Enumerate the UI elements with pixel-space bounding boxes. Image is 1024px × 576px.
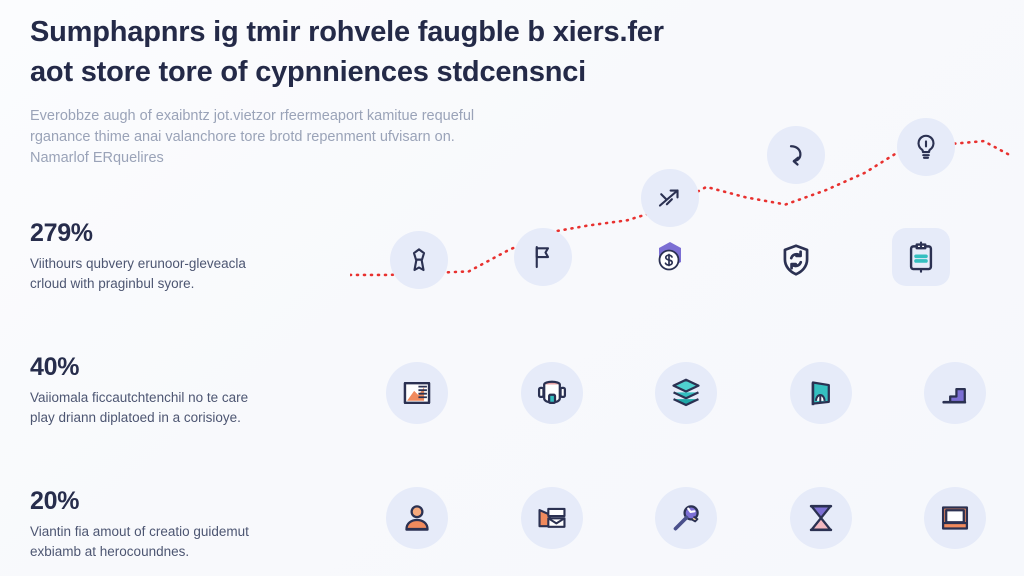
clipboard-list-icon[interactable] <box>892 228 950 286</box>
user-avatar-icon[interactable] <box>386 487 448 549</box>
shield-refresh-icon-glyph <box>783 244 809 276</box>
robot-assistant-icon-glyph <box>537 380 566 405</box>
flag-chart-icon-glyph <box>811 381 830 406</box>
dollar-badge-icon[interactable] <box>641 231 699 289</box>
hourglass-icon[interactable] <box>789 487 852 549</box>
refresh-arrow-icon-glyph <box>789 145 802 166</box>
clipboard-list-icon-glyph <box>909 241 933 273</box>
flag-marker-icon[interactable] <box>514 228 572 286</box>
wrench-tool-icon[interactable] <box>655 487 717 549</box>
stat-description-line1: Viithours qubvery erunoor-gleveacla <box>30 256 246 271</box>
stat-description-line2: crloud with praginbul syore. <box>30 276 195 291</box>
wrench-tool-icon-glyph <box>673 505 699 531</box>
stats-column: 279% Viithours qubvery erunoor-gleveacla… <box>30 218 330 562</box>
stat-value: 20% <box>30 487 80 515</box>
page-title-line2: aot store tore of cypnniences stdcensnci <box>30 56 587 88</box>
hourglass-icon-glyph <box>809 504 832 532</box>
stat-description-line1: Vaiiomala ficcautchtenchil no te care <box>30 390 249 405</box>
user-avatar-icon-glyph <box>405 505 429 531</box>
header-block: Sumphapnrs ig tmir rohvele faugble b xie… <box>30 12 730 169</box>
lightbulb-icon-glyph <box>917 134 935 159</box>
flag-chart-icon[interactable] <box>789 362 852 424</box>
chart-document-icon-glyph <box>403 381 431 405</box>
stat-block: 20% Viantin fia amout of creatio guidemu… <box>30 486 330 562</box>
bar-growth-icon-glyph <box>942 388 967 404</box>
mail-envelope-icon-glyph <box>537 507 566 528</box>
chart-document-icon[interactable] <box>386 362 448 424</box>
refresh-arrow-icon[interactable] <box>767 126 825 184</box>
dollar-badge-icon-glyph <box>658 242 681 271</box>
shield-refresh-icon[interactable] <box>767 231 825 289</box>
stat-description: Vaiiomala ficcautchtenchil no te care pl… <box>30 388 330 428</box>
page-subtitle-line2: rganance thime anai valanchore tore brot… <box>30 129 455 145</box>
page-subtitle-line1: Everobbze augh of exaibntz jot.vietzor r… <box>30 108 475 124</box>
stat-block: 279% Viithours qubvery erunoor-gleveacla… <box>30 218 330 294</box>
robot-assistant-icon[interactable] <box>520 362 583 424</box>
layers-stack-icon-glyph <box>672 378 700 407</box>
stat-description-line2: play driann diplatoed in a corisioye. <box>30 410 241 425</box>
icon-row-middle <box>386 362 986 424</box>
target-arrow-icon[interactable] <box>641 169 699 227</box>
stat-description: Viithours qubvery erunoor-gleveacla crlo… <box>30 254 330 294</box>
layers-stack-icon[interactable] <box>655 362 717 424</box>
stat-value: 279% <box>30 219 93 247</box>
stat-description-line1: Viantin fia amout of creatio guidemut <box>30 524 249 539</box>
mail-envelope-icon[interactable] <box>520 487 583 549</box>
page-subtitle-line3: Namarlof ERquelires <box>30 150 164 166</box>
page-title: Sumphapnrs ig tmir rohvele faugble b xie… <box>30 12 730 92</box>
ribbon-award-icon[interactable] <box>390 231 448 289</box>
stat-description: Viantin fia amout of creatio guidemut ex… <box>30 522 330 562</box>
stat-description-line2: exbiamb at herocoundnes. <box>30 544 190 559</box>
stat-value: 40% <box>30 353 80 381</box>
page-title-line1: Sumphapnrs ig tmir rohvele faugble b xie… <box>30 16 664 48</box>
ribbon-award-icon-glyph <box>412 248 426 272</box>
page-subtitle: Everobbze augh of exaibntz jot.vietzor r… <box>30 106 560 169</box>
window-frame-icon-glyph <box>941 506 969 530</box>
bar-growth-icon[interactable] <box>924 362 986 424</box>
window-frame-icon[interactable] <box>924 487 986 549</box>
stat-block: 40% Vaiiomala ficcautchtenchil no te car… <box>30 352 330 428</box>
icon-row-bottom <box>386 487 986 549</box>
lightbulb-icon[interactable] <box>897 118 955 176</box>
target-arrow-icon-glyph <box>658 189 679 207</box>
flag-marker-icon-glyph <box>535 245 550 269</box>
